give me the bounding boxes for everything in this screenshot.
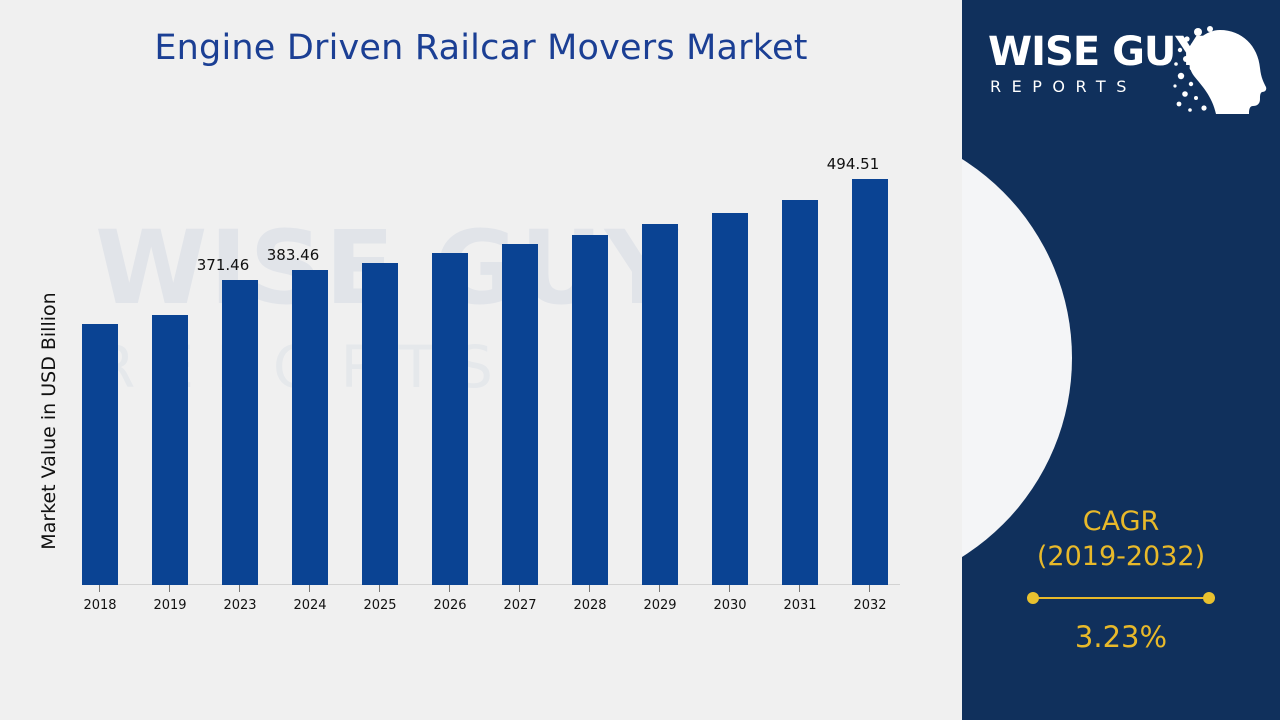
cagr-title: CAGR (2019-2032) [962,505,1280,574]
x-axis-tick [379,585,380,592]
bar[interactable] [152,315,188,585]
x-axis-tick-label: 2027 [503,598,537,613]
cagr-value: 3.23% [1074,620,1168,655]
head-profile-dots-icon [1173,26,1267,114]
x-axis-tick-label: 2025 [363,598,397,613]
x-axis-tick-label: 2026 [433,598,467,613]
bar-group-2028: 2028 [555,150,625,613]
x-axis-tick-label: 2031 [783,598,817,613]
x-axis-tick-label: 2032 [853,598,887,613]
page-title: Engine Driven Railcar Movers Market [154,28,808,68]
bar[interactable] [362,263,398,585]
bar-group-2029: 2029 [625,150,695,613]
x-axis-tick [869,585,870,592]
side-panel: WISE GUY REPORTS CAGR (201 [962,0,1280,720]
cagr-title-line-2: (2019-2032) [1036,540,1206,572]
bar-group-2018: 2018 [65,150,135,613]
cagr-block: CAGR (2019-2032) 3.23% [962,505,1280,654]
bar[interactable] [82,324,118,585]
bar-group-2024: 383.46 2024 [267,150,345,613]
bar-value-label: 383.46 [266,246,320,264]
bar-group-2031: 2031 [765,150,835,613]
cagr-divider-line [1033,597,1209,600]
x-axis-tick-label: 2028 [573,598,607,613]
bar-group-2032: 494.51 2032 [827,150,905,613]
bar[interactable] [782,200,818,585]
x-axis-tick-label: 2023 [223,598,257,613]
bar[interactable] [502,244,538,585]
bar-group-2025: 2025 [345,150,415,613]
x-axis-tick [589,585,590,592]
x-axis-tick [659,585,660,592]
brand-logo: WISE GUY REPORTS [976,26,1272,114]
brand-logo-primary: WISE GUY [988,29,1204,75]
x-axis-tick-label: 2029 [643,598,677,613]
bar-group-2026: 2026 [415,150,485,613]
x-axis-tick-label: 2030 [713,598,747,613]
bar[interactable] [432,253,468,585]
bar[interactable] [222,280,258,585]
x-axis-line [82,584,900,585]
bar-group-2023: 371.46 2023 [197,150,275,613]
x-axis-tick-label: 2018 [83,598,117,613]
bar[interactable] [572,235,608,585]
cagr-divider [1027,592,1215,605]
chart-panel: Engine Driven Railcar Movers Market WISE… [0,0,962,720]
cagr-title-line-1: CAGR [1082,506,1160,537]
bar[interactable] [642,224,678,585]
x-axis-tick-label: 2019 [153,598,187,613]
brand-logo-secondary: REPORTS [990,77,1137,96]
cagr-divider-knob-right [1203,592,1215,605]
bar[interactable] [712,213,748,585]
x-axis-tick [519,585,520,592]
x-axis-tick [449,585,450,592]
x-axis-tick [239,585,240,592]
bar[interactable] [852,179,888,585]
bar-group-2019: 2019 [135,150,205,613]
y-axis-title: Market Value in USD Billion [38,292,60,550]
x-axis-tick [99,585,100,592]
bar-group-2030: 2030 [695,150,765,613]
bar-group-2027: 2027 [485,150,555,613]
x-axis-tick-label: 2024 [293,598,327,613]
bar-value-label: 494.51 [826,155,880,173]
x-axis-tick [799,585,800,592]
x-axis-tick [169,585,170,592]
x-axis-tick [729,585,730,592]
cagr-divider-knob-left [1027,592,1039,605]
bar-value-label: 371.46 [196,256,250,274]
x-axis-tick [309,585,310,592]
plot-area: 2018 2019 371.46 2023 383.46 2024 2025 2026 2027… [65,150,900,613]
bar[interactable] [292,270,328,585]
